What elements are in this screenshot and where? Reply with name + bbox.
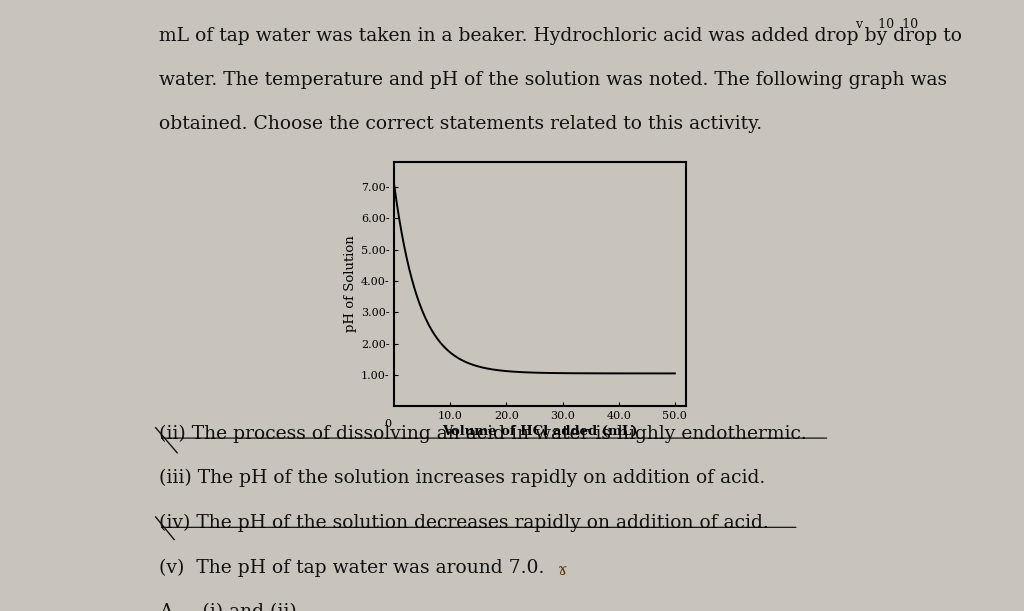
Text: (iv) The pH of the solution decreases rapidly on addition of acid.: (iv) The pH of the solution decreases ra… <box>159 514 768 532</box>
Text: A.    (i) and (ii): A. (i) and (ii) <box>159 603 297 611</box>
Text: (v)  The pH of tap water was around 7.0.: (v) The pH of tap water was around 7.0. <box>159 558 544 577</box>
X-axis label: Volume of HCl added (mL): Volume of HCl added (mL) <box>442 425 638 438</box>
Text: water. The temperature and pH of the solution was noted. The following graph was: water. The temperature and pH of the sol… <box>159 71 947 89</box>
Text: (iii) The pH of the solution increases rapidly on addition of acid.: (iii) The pH of the solution increases r… <box>159 469 765 488</box>
Text: (ii) The process of dissolving an acid in water is highly endothermic.: (ii) The process of dissolving an acid i… <box>159 425 807 443</box>
Text: obtained. Choose the correct statements related to this activity.: obtained. Choose the correct statements … <box>159 115 762 133</box>
Text: v    10  10: v 10 10 <box>855 18 919 31</box>
Text: mL of tap water was taken in a beaker. Hydrochloric acid was added drop by drop : mL of tap water was taken in a beaker. H… <box>159 27 962 45</box>
Text: 0: 0 <box>384 419 391 429</box>
Text: ɤ: ɤ <box>558 562 567 579</box>
Y-axis label: pH of Solution: pH of Solution <box>344 236 356 332</box>
